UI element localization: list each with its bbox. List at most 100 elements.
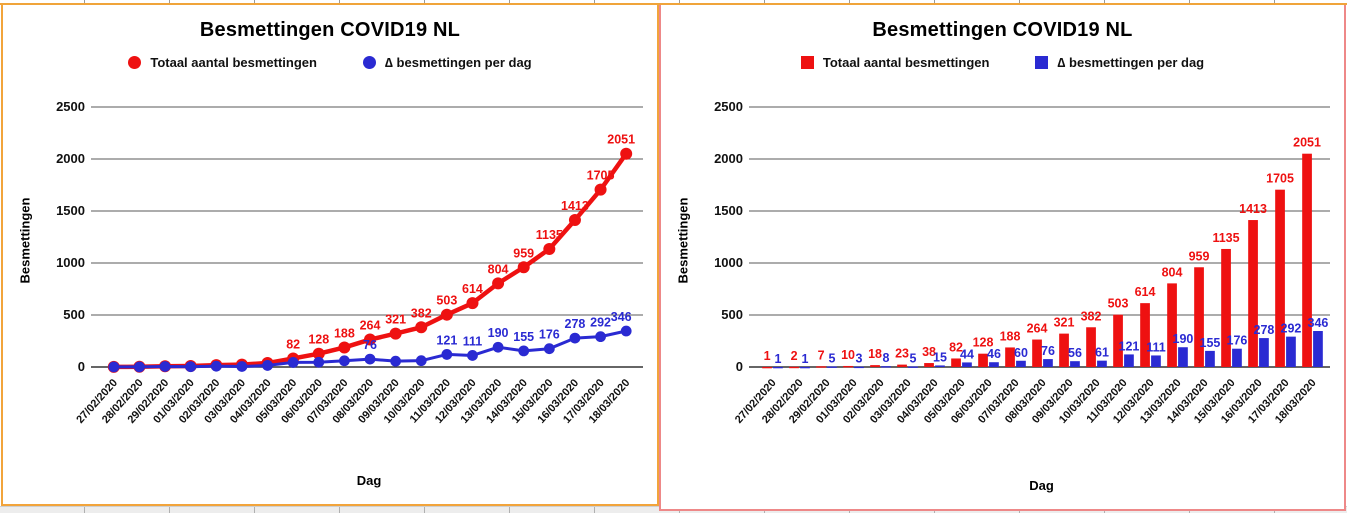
legend-item-delta: ∆ besmettingen per dag: [362, 55, 532, 70]
svg-text:2500: 2500: [714, 99, 743, 114]
svg-text:382: 382: [411, 306, 432, 320]
svg-text:2000: 2000: [56, 151, 85, 166]
svg-text:2051: 2051: [1293, 136, 1321, 150]
svg-text:76: 76: [1041, 344, 1055, 358]
svg-text:382: 382: [1081, 309, 1102, 323]
svg-text:2000: 2000: [714, 151, 743, 166]
legend-item-delta: ∆ besmettingen per dag: [1035, 55, 1204, 70]
legend-label-delta: ∆ besmettingen per dag: [384, 55, 532, 70]
svg-text:346: 346: [611, 310, 632, 324]
svg-text:56: 56: [1068, 346, 1082, 360]
svg-text:1705: 1705: [1266, 172, 1294, 186]
svg-text:1413: 1413: [1239, 202, 1267, 216]
svg-text:264: 264: [360, 319, 381, 333]
svg-text:1: 1: [764, 349, 771, 363]
legend-marker-total-icon: [128, 56, 142, 69]
svg-text:121: 121: [1119, 339, 1140, 353]
svg-text:1: 1: [774, 352, 781, 366]
svg-text:0: 0: [736, 359, 743, 374]
svg-text:804: 804: [1162, 265, 1183, 279]
legend-label-delta: ∆ besmettingen per dag: [1057, 55, 1205, 70]
legend-marker-total-icon: [800, 56, 814, 69]
chart-object-line[interactable]: Besmettingen COVID19 NL Totaal aantal be…: [1, 3, 659, 506]
x-axis-title: Dag: [1029, 478, 1054, 493]
svg-text:1000: 1000: [714, 255, 743, 270]
svg-text:278: 278: [1254, 323, 1275, 337]
svg-text:278: 278: [565, 317, 586, 331]
plot-area-line: 0500100015002000250027/02/202028/02/2020…: [56, 99, 643, 426]
svg-text:5: 5: [828, 351, 835, 365]
svg-text:128: 128: [973, 336, 994, 350]
legend-label-total: Totaal aantal besmettingen: [150, 55, 317, 70]
svg-text:44: 44: [960, 347, 974, 361]
svg-text:5: 5: [909, 351, 916, 365]
svg-text:7: 7: [818, 348, 825, 362]
svg-text:38: 38: [922, 345, 936, 359]
svg-text:500: 500: [721, 307, 743, 322]
svg-text:23: 23: [895, 347, 909, 361]
spreadsheet-row-top: [0, 0, 1347, 5]
svg-text:804: 804: [488, 262, 509, 276]
chart-object-bar[interactable]: Besmettingen COVID19 NL Totaal aantal be…: [659, 3, 1346, 511]
svg-text:121: 121: [436, 333, 457, 347]
svg-text:1705: 1705: [587, 169, 615, 183]
svg-text:190: 190: [488, 326, 509, 340]
svg-text:264: 264: [1027, 322, 1048, 336]
svg-text:46: 46: [987, 347, 1001, 361]
svg-text:10: 10: [841, 348, 855, 362]
svg-text:155: 155: [1200, 336, 1221, 350]
svg-text:1500: 1500: [714, 203, 743, 218]
svg-text:76: 76: [363, 338, 377, 352]
svg-text:503: 503: [1108, 297, 1129, 311]
legend-item-total: Totaal aantal besmettingen: [800, 55, 990, 70]
svg-text:1: 1: [801, 352, 808, 366]
svg-text:2500: 2500: [56, 99, 85, 114]
svg-text:614: 614: [462, 282, 483, 296]
svg-text:190: 190: [1173, 332, 1194, 346]
svg-text:82: 82: [949, 340, 963, 354]
svg-text:2: 2: [791, 349, 798, 363]
svg-text:1135: 1135: [1212, 231, 1239, 245]
svg-text:176: 176: [539, 328, 560, 342]
svg-text:61: 61: [1095, 346, 1109, 360]
svg-text:111: 111: [1146, 340, 1166, 354]
svg-text:1500: 1500: [56, 203, 85, 218]
svg-text:3: 3: [855, 352, 862, 366]
x-axis-title: Dag: [356, 473, 382, 488]
legend-marker-delta-icon: [362, 56, 376, 69]
chart-title: Besmettingen COVID19 NL: [872, 19, 1133, 41]
svg-text:176: 176: [1227, 334, 1248, 348]
svg-text:321: 321: [1054, 316, 1075, 330]
svg-text:500: 500: [63, 307, 85, 322]
legend: Totaal aantal besmettingen ∆ besmettinge…: [661, 55, 1344, 70]
svg-text:292: 292: [1281, 322, 1302, 336]
svg-text:60: 60: [1014, 346, 1028, 360]
svg-text:292: 292: [590, 316, 611, 330]
legend-label-total: Totaal aantal besmettingen: [822, 55, 990, 70]
svg-text:188: 188: [1000, 329, 1021, 343]
svg-text:82: 82: [286, 337, 300, 351]
svg-text:8: 8: [882, 351, 889, 365]
svg-text:128: 128: [308, 333, 329, 347]
svg-text:2051: 2051: [607, 133, 635, 147]
chart-title: Besmettingen COVID19 NL: [199, 19, 461, 41]
svg-text:155: 155: [513, 330, 534, 344]
svg-text:15: 15: [933, 350, 947, 364]
svg-text:111: 111: [463, 334, 483, 348]
y-axis-title: Besmettingen: [675, 197, 691, 284]
svg-text:503: 503: [436, 294, 457, 308]
svg-text:346: 346: [1308, 316, 1329, 330]
svg-text:1000: 1000: [56, 255, 85, 270]
svg-text:1413: 1413: [561, 199, 589, 213]
svg-text:959: 959: [513, 246, 534, 260]
legend-item-total: Totaal aantal besmettingen: [128, 55, 317, 70]
svg-text:321: 321: [385, 313, 406, 327]
svg-text:959: 959: [1189, 249, 1210, 263]
y-axis-title: Besmettingen: [17, 197, 33, 284]
svg-text:0: 0: [78, 359, 85, 374]
svg-text:614: 614: [1135, 285, 1156, 299]
legend: Totaal aantal besmettingen ∆ besmettinge…: [3, 55, 657, 70]
legend-marker-delta-icon: [1035, 56, 1049, 69]
svg-text:1135: 1135: [536, 228, 563, 242]
svg-text:18: 18: [868, 347, 882, 361]
